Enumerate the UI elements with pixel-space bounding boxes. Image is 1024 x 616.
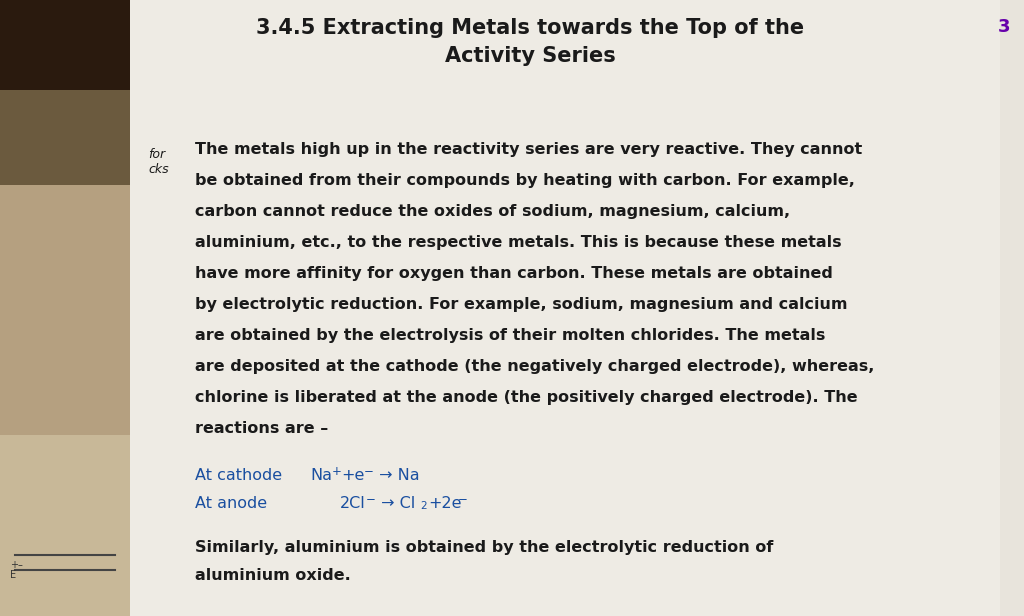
Text: aluminium, etc., to the respective metals. This is because these metals: aluminium, etc., to the respective metal… xyxy=(195,235,842,250)
Text: Activity Series: Activity Series xyxy=(444,46,615,66)
Text: reactions are –: reactions are – xyxy=(195,421,329,436)
Text: Similarly, aluminium is obtained by the electrolytic reduction of: Similarly, aluminium is obtained by the … xyxy=(195,540,773,555)
Text: −: − xyxy=(366,493,376,506)
Text: → Na: → Na xyxy=(374,468,420,483)
Text: +: + xyxy=(332,465,342,478)
Text: 3: 3 xyxy=(997,18,1010,36)
Text: are obtained by the electrolysis of their molten chlorides. The metals: are obtained by the electrolysis of thei… xyxy=(195,328,825,343)
Bar xyxy=(0,185,130,435)
Text: 2: 2 xyxy=(420,501,427,511)
Bar xyxy=(0,90,130,185)
Text: 3.4.5 Extracting Metals towards the Top of the: 3.4.5 Extracting Metals towards the Top … xyxy=(256,18,804,38)
Text: have more affinity for oxygen than carbon. These metals are obtained: have more affinity for oxygen than carbo… xyxy=(195,266,833,281)
Text: E: E xyxy=(10,570,16,580)
Bar xyxy=(0,435,130,616)
Text: carbon cannot reduce the oxides of sodium, magnesium, calcium,: carbon cannot reduce the oxides of sodiu… xyxy=(195,204,791,219)
Text: +e: +e xyxy=(341,468,365,483)
Text: chlorine is liberated at the anode (the positively charged electrode). The: chlorine is liberated at the anode (the … xyxy=(195,390,858,405)
Bar xyxy=(130,0,1000,616)
Text: 2Cl: 2Cl xyxy=(340,496,366,511)
Text: +2e: +2e xyxy=(428,496,462,511)
Text: Na: Na xyxy=(310,468,332,483)
Text: aluminium oxide.: aluminium oxide. xyxy=(195,568,351,583)
Text: At anode: At anode xyxy=(195,496,267,511)
Text: −: − xyxy=(458,493,468,506)
Bar xyxy=(130,0,1024,616)
Text: −: − xyxy=(364,465,374,478)
Text: cks: cks xyxy=(148,163,169,176)
Text: are deposited at the cathode (the negatively charged electrode), whereas,: are deposited at the cathode (the negati… xyxy=(195,359,874,374)
Text: by electrolytic reduction. For example, sodium, magnesium and calcium: by electrolytic reduction. For example, … xyxy=(195,297,848,312)
Text: +–: +– xyxy=(10,560,23,570)
Text: be obtained from their compounds by heating with carbon. For example,: be obtained from their compounds by heat… xyxy=(195,173,855,188)
Bar xyxy=(0,0,130,185)
Text: The metals high up in the reactivity series are very reactive. They cannot: The metals high up in the reactivity ser… xyxy=(195,142,862,157)
Text: At cathode: At cathode xyxy=(195,468,283,483)
Text: → Cl: → Cl xyxy=(376,496,416,511)
Text: for: for xyxy=(148,148,165,161)
